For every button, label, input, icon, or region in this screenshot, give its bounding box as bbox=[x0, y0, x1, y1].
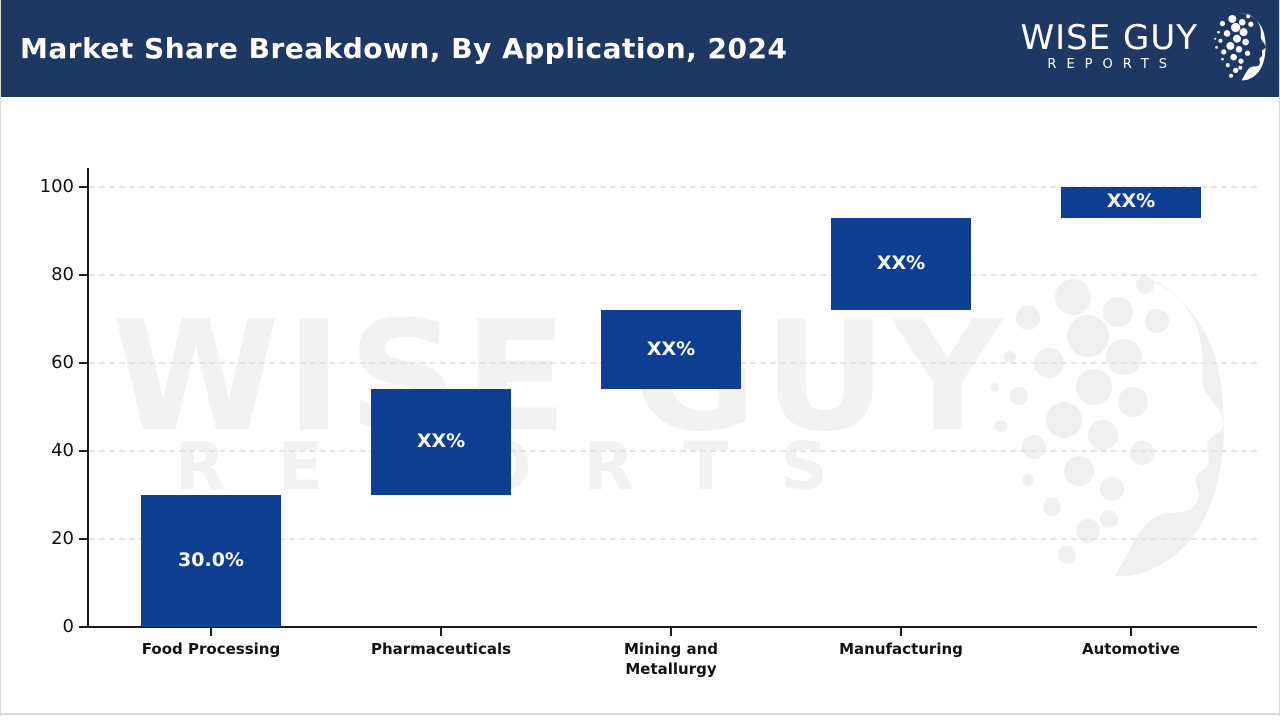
y-tick-mark-100 bbox=[79, 186, 88, 188]
bar-automotive bbox=[1061, 187, 1201, 218]
bar-value-label: XX% bbox=[1106, 190, 1156, 213]
x-tick-label: Food Processing bbox=[141, 640, 281, 658]
bar-mining-and-metallurgy bbox=[601, 310, 741, 390]
frame-edge-bottom bbox=[0, 713, 1280, 715]
watermark-text-reports: REPORTS bbox=[175, 428, 880, 505]
y-tick-label-80: 80 bbox=[51, 264, 74, 285]
bar-value-label: 30.0% bbox=[178, 549, 244, 571]
x-tick-label: Manufacturing bbox=[839, 640, 963, 658]
x-tick-mark bbox=[670, 628, 672, 636]
bar-food-processing bbox=[141, 495, 281, 627]
y-tick-label-60: 60 bbox=[51, 352, 74, 373]
gridline-100 bbox=[89, 186, 1257, 188]
watermark-head-graphic bbox=[935, 205, 1235, 639]
y-tick-label-20: 20 bbox=[51, 528, 74, 549]
x-tick-mark bbox=[1130, 628, 1132, 636]
y-tick-label-0: 0 bbox=[62, 616, 74, 637]
frame-edge-left bbox=[0, 0, 1, 716]
x-tick-mark bbox=[900, 628, 902, 636]
y-tick-mark-60 bbox=[79, 362, 88, 364]
y-tick-mark-20 bbox=[79, 538, 88, 540]
chart-title: Market Share Breakdown, By Application, … bbox=[20, 32, 788, 65]
bar-value-label: XX% bbox=[876, 252, 926, 274]
gridline-80 bbox=[89, 274, 1257, 276]
watermark-text-wiseguy: WISE GUY bbox=[112, 288, 1009, 465]
bar-manufacturing bbox=[831, 217, 971, 311]
logo-subtext: REPORTS bbox=[1047, 57, 1178, 73]
y-tick-label-100: 100 bbox=[39, 176, 74, 197]
y-tick-mark-40 bbox=[79, 450, 88, 452]
y-tick-mark-0 bbox=[79, 626, 88, 628]
y-axis-line bbox=[87, 168, 89, 628]
bar-pharmaceuticals bbox=[371, 389, 511, 495]
y-tick-mark-80 bbox=[79, 274, 88, 276]
gridline-20 bbox=[89, 538, 1257, 540]
x-tick-mark bbox=[440, 628, 442, 636]
x-tick-label: Pharmaceuticals bbox=[370, 640, 512, 658]
x-tick-label: Mining and Metallurgy bbox=[623, 640, 719, 679]
bar-value-label: XX% bbox=[646, 337, 696, 360]
x-tick-label: Automotive bbox=[1082, 640, 1180, 658]
y-tick-label-40: 40 bbox=[51, 440, 74, 461]
wise-guy-reports-logo: WISE GUY REPORTS bbox=[1020, 6, 1268, 86]
header-banner: Market Share Breakdown, By Application, … bbox=[0, 0, 1280, 97]
x-tick-mark bbox=[210, 628, 212, 636]
logo-head-icon bbox=[1202, 6, 1268, 86]
bar-value-label: XX% bbox=[416, 430, 466, 453]
x-axis-line bbox=[87, 626, 1257, 628]
gridline-40 bbox=[89, 450, 1257, 452]
logo-wordmark: WISE GUY bbox=[1020, 17, 1198, 58]
